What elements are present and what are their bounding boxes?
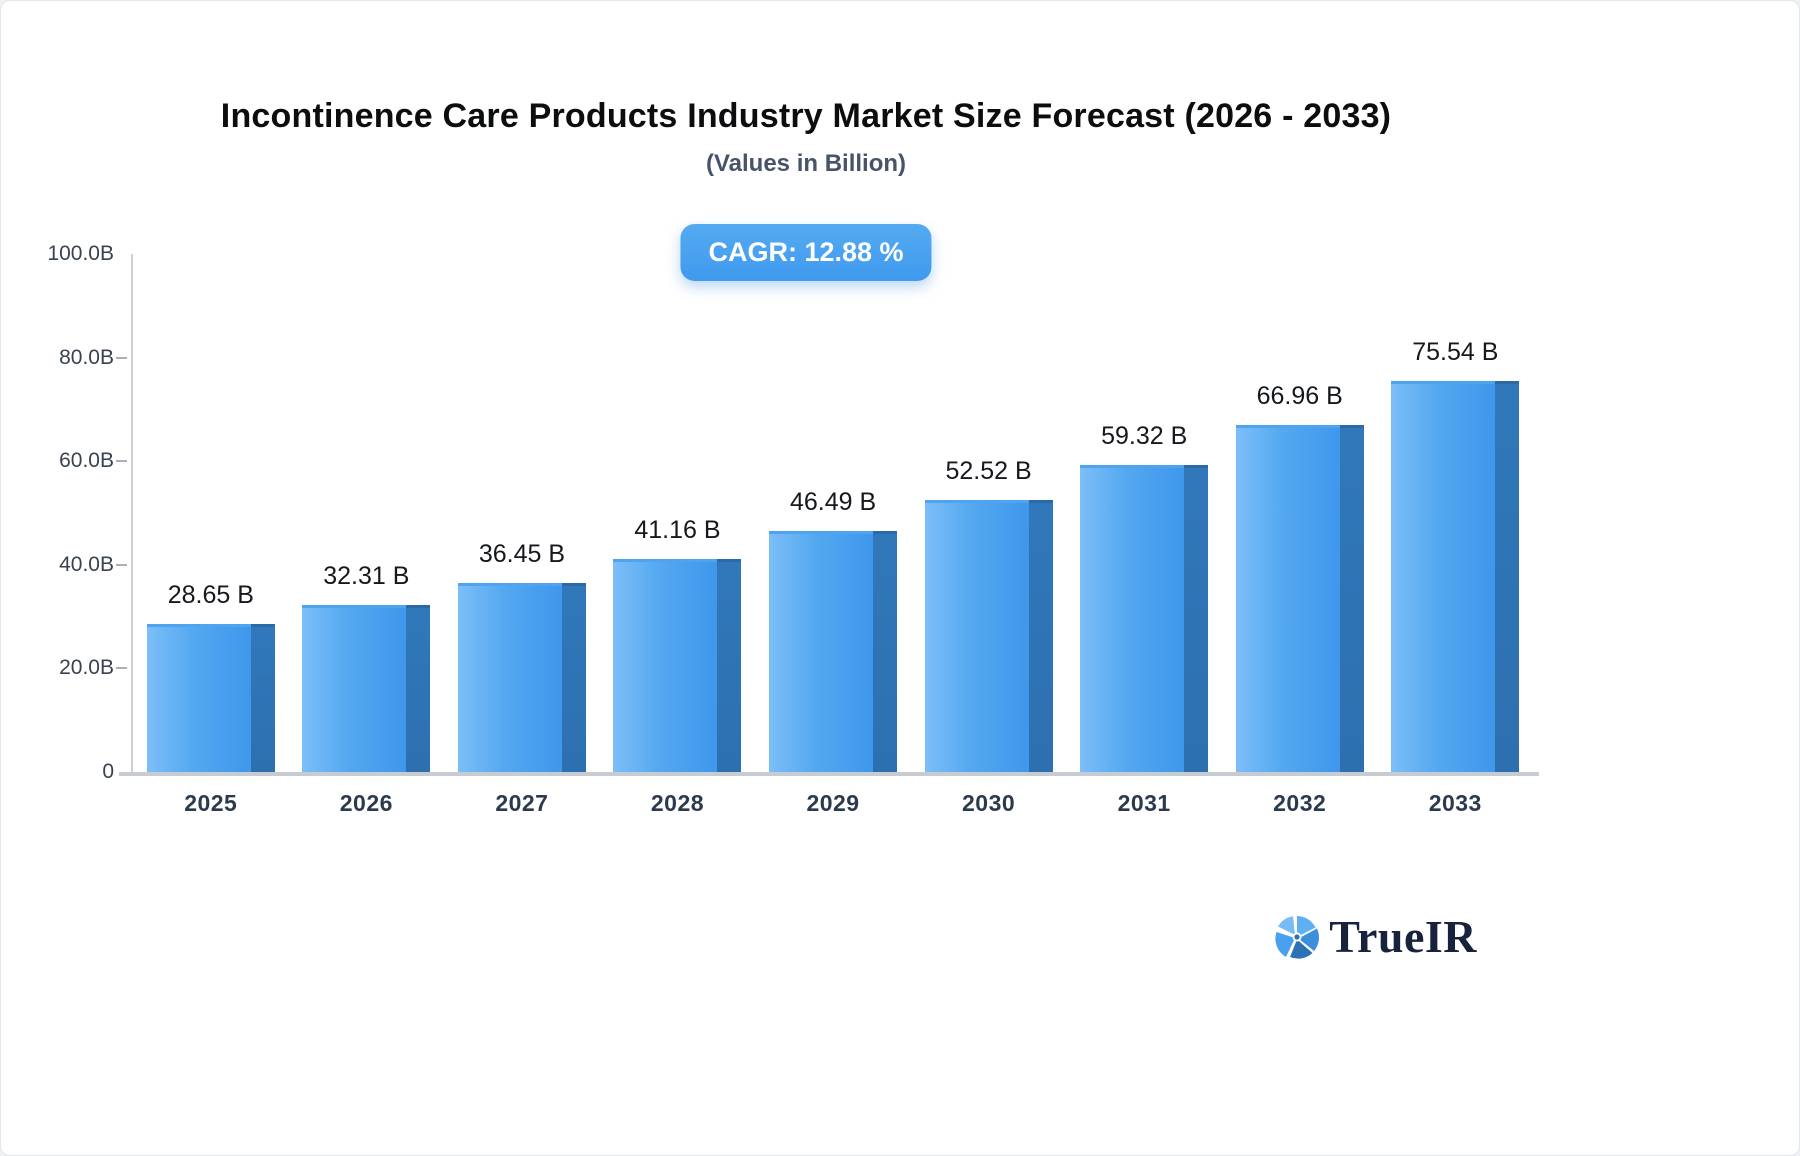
bar-slot: 36.45 B xyxy=(444,254,600,772)
bar-side-face xyxy=(250,624,275,772)
bar-value-label: 75.54 B xyxy=(1412,338,1499,366)
bar-front-face xyxy=(1080,465,1185,772)
bar-front-face xyxy=(924,500,1029,772)
pie-chart-icon xyxy=(1273,913,1321,961)
bar-2026 xyxy=(302,605,431,772)
cagr-badge: CAGR: 12.88 % xyxy=(680,224,932,281)
y-axis-label: 60.0B xyxy=(59,449,114,473)
bar-2028 xyxy=(613,559,742,772)
y-axis-tick xyxy=(116,667,127,670)
y-axis-line xyxy=(131,254,133,772)
logo-text: TrueIR xyxy=(1329,911,1477,962)
chart-subtitle: (Values in Billion) xyxy=(705,150,907,177)
bar-front-face xyxy=(302,605,407,772)
x-axis-label: 2028 xyxy=(650,790,705,816)
y-axis-tick xyxy=(116,460,127,463)
bar-side-face xyxy=(717,559,742,772)
chart-title: Incontinence Care Products Industry Mark… xyxy=(220,97,1392,135)
y-axis-label: 0 xyxy=(102,760,114,783)
chart-plot-area: 100.0B 80.0B 60.0B 40.0B 20.0B 0 28.65 B 32.31… xyxy=(26,242,1556,874)
bar-side-face xyxy=(561,583,586,772)
y-axis-label: 40.0B xyxy=(59,552,114,576)
bar-front-face xyxy=(146,624,251,772)
y-axis-tick xyxy=(116,563,127,566)
bar-front-face xyxy=(1391,381,1496,772)
bar-value-label: 46.49 B xyxy=(789,488,877,516)
bar-front-face xyxy=(1235,425,1340,772)
bar-side-face xyxy=(1184,465,1209,772)
bar-front-face xyxy=(769,531,874,772)
bar-slot: 59.32 B xyxy=(1066,254,1222,772)
x-axis-label: 2027 xyxy=(495,790,549,816)
x-axis-label: 2029 xyxy=(806,790,860,816)
bar-value-label: 66.96 B xyxy=(1256,382,1343,410)
y-axis-label: 20.0B xyxy=(59,656,114,680)
bar-side-face xyxy=(1495,381,1520,772)
bar-value-label: 59.32 B xyxy=(1101,422,1188,450)
x-axis-label: 2030 xyxy=(962,790,1016,816)
bar-slot: 46.49 B xyxy=(755,254,911,772)
bar-2027 xyxy=(457,583,586,772)
x-axis-label: 2032 xyxy=(1273,790,1327,816)
bar-slot: 52.52 B xyxy=(911,254,1067,772)
bar-slot: 75.54 B xyxy=(1378,254,1534,772)
x-axis-label: 2031 xyxy=(1117,790,1171,816)
bar-2025 xyxy=(146,624,275,772)
bar-front-face xyxy=(613,559,718,772)
x-axis-label: 2025 xyxy=(184,790,238,816)
bar-2033 xyxy=(1391,381,1520,772)
x-axis-labels: 2025 2026 2027 2028 2029 2030 2031 2032 2033 xyxy=(133,790,1533,817)
bar-value-label: 41.16 B xyxy=(634,516,721,544)
bar-side-face xyxy=(873,531,898,772)
bar-value-label: 28.65 B xyxy=(167,581,254,609)
x-axis-label: 2033 xyxy=(1428,790,1482,816)
bar-2031 xyxy=(1080,465,1209,772)
bar-2029 xyxy=(769,531,898,772)
bar-slot: 32.31 B xyxy=(289,254,445,772)
y-axis-label: 100.0B xyxy=(47,242,114,265)
y-axis-label: 80.0B xyxy=(59,345,114,369)
bar-value-label: 52.52 B xyxy=(945,457,1032,485)
bar-value-label: 36.45 B xyxy=(478,540,565,568)
bar-side-face xyxy=(1028,500,1053,772)
x-axis-label: 2026 xyxy=(339,790,393,816)
y-axis-tick xyxy=(116,356,127,359)
bar-slot: 28.65 B xyxy=(133,254,289,772)
bar-value-label: 32.31 B xyxy=(323,562,410,590)
bars-row: 28.65 B 32.31 B 36.45 B 41.16 B 46.49 B 52.52… xyxy=(133,254,1533,772)
x-axis-line xyxy=(119,772,1539,776)
bar-slot: 41.16 B xyxy=(600,254,756,772)
bar-2032 xyxy=(1235,425,1364,772)
bar-front-face xyxy=(457,583,562,772)
bar-side-face xyxy=(1339,425,1364,772)
brand-logo: TrueIR xyxy=(1273,910,1477,963)
bar-slot: 66.96 B xyxy=(1222,254,1378,772)
bar-side-face xyxy=(406,605,431,772)
bar-2030 xyxy=(924,500,1053,772)
